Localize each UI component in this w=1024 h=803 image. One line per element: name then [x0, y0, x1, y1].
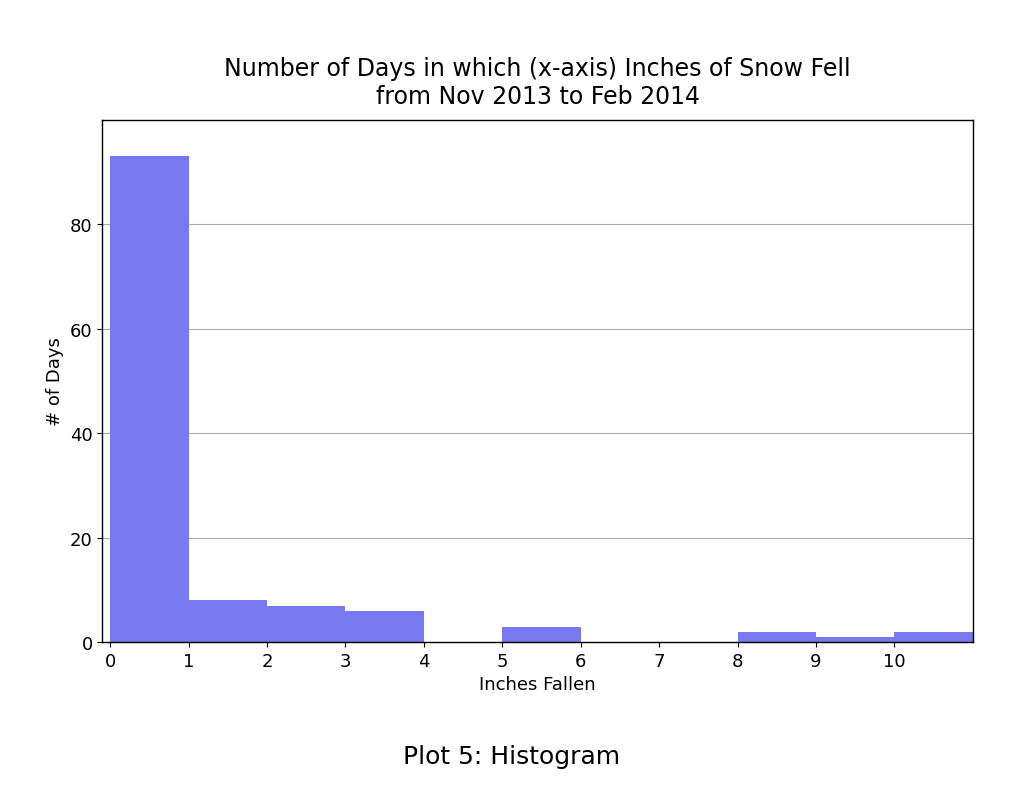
- Bar: [503, 626, 581, 642]
- Bar: [737, 632, 816, 642]
- Bar: [267, 605, 345, 642]
- Bar: [816, 638, 894, 642]
- Text: Plot 5: Histogram: Plot 5: Histogram: [403, 744, 621, 768]
- Y-axis label: # of Days: # of Days: [46, 337, 65, 426]
- Bar: [188, 601, 267, 642]
- Bar: [111, 157, 188, 642]
- Title: Number of Days in which (x-axis) Inches of Snow Fell
from Nov 2013 to Feb 2014: Number of Days in which (x-axis) Inches …: [224, 57, 851, 108]
- X-axis label: Inches Fallen: Inches Fallen: [479, 675, 596, 694]
- Bar: [894, 632, 973, 642]
- Bar: [345, 611, 424, 642]
